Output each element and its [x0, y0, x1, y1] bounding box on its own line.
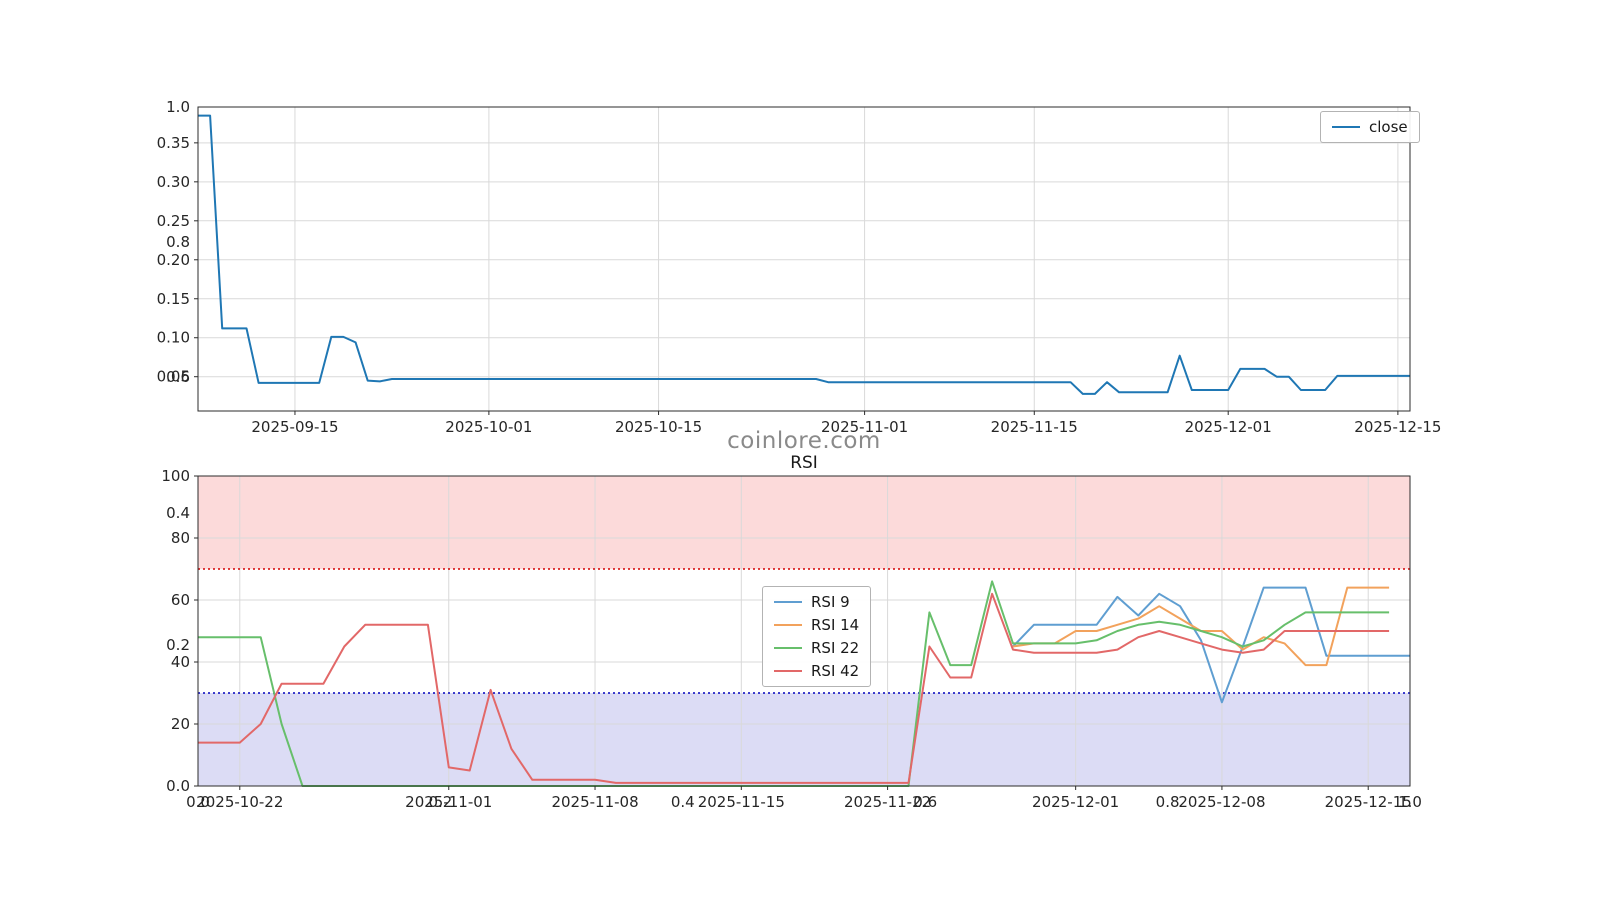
x-tick-label: 2025-12-15 — [1325, 793, 1412, 811]
legend-rsi: RSI 9 RSI 14 RSI 22 RSI 42 — [762, 586, 872, 687]
x-tick-label: 2025-10-01 — [445, 418, 532, 436]
legend-item-rsi9: RSI 9 — [774, 593, 859, 611]
threshold-band — [198, 693, 1410, 786]
threshold-band — [198, 476, 1410, 569]
x-tick-label: 2025-11-22 — [844, 793, 931, 811]
twin-y-tick-label: 0.8 — [166, 233, 190, 251]
x-tick-label: 2025-11-01 — [821, 418, 908, 436]
legend-price: close — [1320, 111, 1420, 143]
rsi-panel-title: RSI — [790, 453, 818, 473]
y-tick-label: 40 — [171, 653, 190, 671]
twin-y-tick-label: 1.0 — [166, 98, 190, 116]
x-tick-label: 2025-12-01 — [1032, 793, 1119, 811]
y-tick-label: 20 — [171, 715, 190, 733]
y-tick-label: 0.10 — [157, 329, 190, 347]
y-tick-label: 0.05 — [157, 368, 190, 386]
series-close — [198, 114, 1410, 395]
x-tick-label: 2025-12-08 — [1178, 793, 1265, 811]
x-tick-label: 2025-11-08 — [551, 793, 638, 811]
x-tick-label: 2025-11-01 — [405, 793, 492, 811]
x-tick-label: 2025-10-15 — [615, 418, 702, 436]
panel-border — [197, 106, 1411, 412]
twin-y-tick-label: 0.6 — [166, 368, 190, 386]
series-rsi-9 — [1012, 586, 1410, 704]
twin-x-tick-label: 0.4 — [671, 793, 695, 811]
x-tick-label: 2025-10-22 — [196, 793, 283, 811]
y-tick-label: 80 — [171, 529, 190, 547]
y-tick-label: 0.30 — [157, 173, 190, 191]
rsi22-line-swatch — [774, 647, 802, 649]
x-tick-label: 2025-09-15 — [251, 418, 338, 436]
twin-x-tick-label: 0.0 — [186, 793, 210, 811]
x-tick-label: 2025-11-15 — [698, 793, 785, 811]
legend-label-rsi9: RSI 9 — [811, 593, 850, 611]
close-line-swatch — [1332, 126, 1360, 128]
legend-label-close: close — [1369, 118, 1408, 136]
twin-y-tick-label: 0.4 — [166, 504, 190, 522]
y-tick-label: 100 — [161, 467, 190, 485]
legend-item-close: close — [1332, 118, 1408, 136]
y-tick-label: 0.25 — [157, 212, 190, 230]
y-tick-label: 60 — [171, 591, 190, 609]
legend-label-rsi42: RSI 42 — [811, 662, 860, 680]
x-tick-label: 2025-12-01 — [1185, 418, 1272, 436]
x-tick-label: 2025-12-15 — [1354, 418, 1441, 436]
y-tick-label: 0.0 — [166, 777, 190, 795]
watermark: coinlore.com — [727, 428, 881, 454]
panel-border — [197, 475, 1411, 787]
legend-item-rsi42: RSI 42 — [774, 662, 859, 680]
rsi14-line-swatch — [774, 624, 802, 626]
rsi9-line-swatch — [774, 601, 802, 603]
twin-x-tick-label: 0.6 — [913, 793, 937, 811]
y-tick-label: 0.20 — [157, 251, 190, 269]
twin-x-tick-label: 1.0 — [1398, 793, 1422, 811]
legend-item-rsi22: RSI 22 — [774, 639, 859, 657]
legend-item-rsi14: RSI 14 — [774, 616, 859, 634]
twin-x-tick-label: 0.8 — [1156, 793, 1180, 811]
twin-y-tick-label: 0.2 — [166, 636, 190, 654]
twin-x-tick-label: 0.2 — [428, 793, 452, 811]
rsi42-line-swatch — [774, 670, 802, 672]
legend-label-rsi14: RSI 14 — [811, 616, 860, 634]
series-rsi-42 — [198, 592, 1390, 784]
legend-label-rsi22: RSI 22 — [811, 639, 860, 657]
y-tick-label: 0.35 — [157, 134, 190, 152]
x-tick-label: 2025-11-15 — [991, 418, 1078, 436]
y-tick-label: 0.15 — [157, 290, 190, 308]
